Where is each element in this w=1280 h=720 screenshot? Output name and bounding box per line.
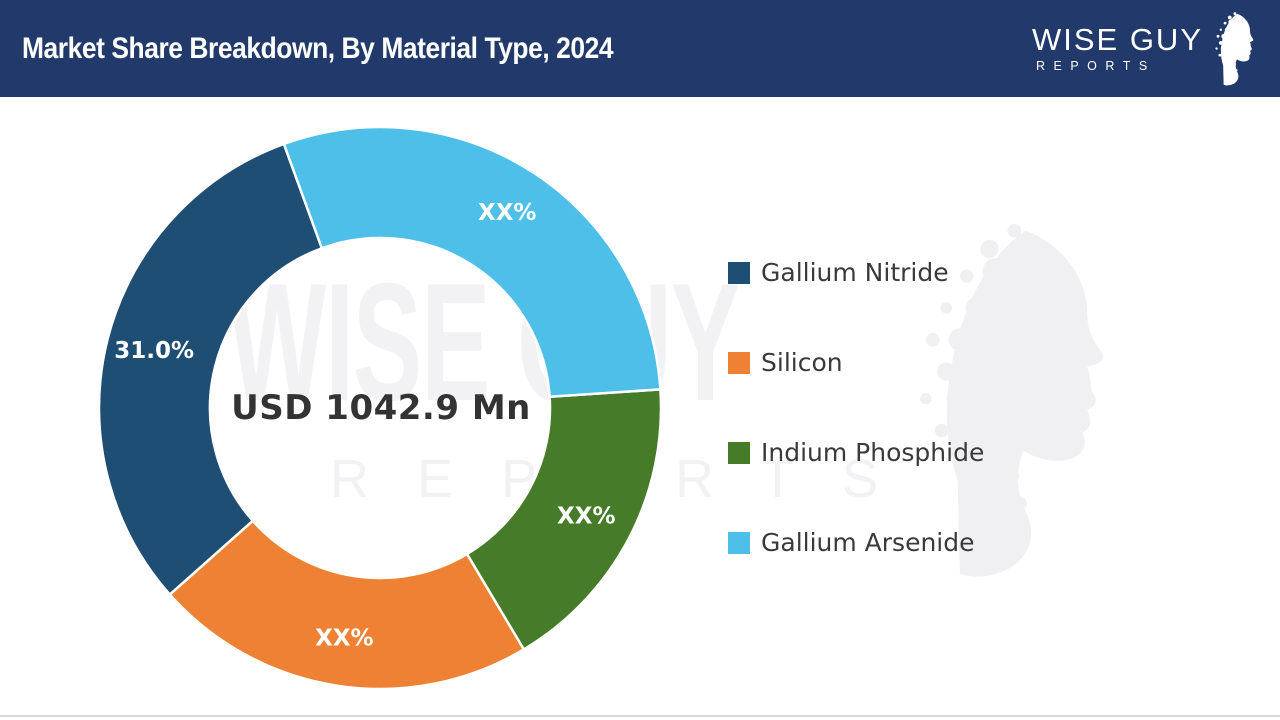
wiseguy-logo-wordmark: WISE GUY REPORTS [1032, 24, 1203, 73]
logo-subtext: REPORTS [1035, 59, 1156, 73]
legend-swatch-icon [728, 351, 750, 374]
watermark-face-icon [920, 223, 1103, 577]
legend-item-indium-phosphide: Indium Phosphide [728, 438, 984, 467]
logo-name-text: WISE GUY [1031, 22, 1203, 57]
chart-legend: Gallium Nitride Silicon Indium Phosphide Ga… [728, 258, 984, 557]
slice-label-indium-phosphide: XX% [557, 503, 616, 529]
bottom-divider [0, 715, 1280, 717]
donut-slice-silicon [168, 519, 526, 691]
header-bar: Market Share Breakdown, By Material Type… [0, 0, 1280, 97]
legend-item-gallium-arsenide: Gallium Arsenide [728, 528, 984, 557]
wiseguy-logo: WISE GUY REPORTS [1032, 9, 1260, 89]
legend-swatch-icon [728, 531, 750, 554]
legend-label: Gallium Nitride [761, 258, 949, 287]
legend-label: Indium Phosphide [761, 438, 985, 467]
donut-slice-gallium-arsenide [282, 125, 662, 398]
legend-item-silicon: Silicon [728, 348, 984, 377]
legend-swatch-icon [728, 441, 750, 464]
donut-slice-gallium-nitride [97, 142, 324, 596]
legend-item-gallium-nitride: Gallium Nitride [728, 258, 984, 287]
legend-swatch-icon [728, 261, 750, 284]
page-title: Market Share Breakdown, By Material Type… [22, 31, 614, 65]
legend-label: Gallium Arsenide [761, 528, 975, 557]
slice-label-gallium-nitride: 31.0% [114, 338, 194, 364]
chart-center-value: USD 1042.9 Mn [231, 388, 531, 428]
slice-label-silicon: XX% [315, 625, 374, 651]
legend-label: Silicon [761, 348, 843, 377]
donut-slice-indium-phosphide [465, 388, 663, 651]
slice-label-gallium-arsenide: XX% [478, 200, 537, 226]
face-profile-dots-icon [1215, 11, 1254, 85]
